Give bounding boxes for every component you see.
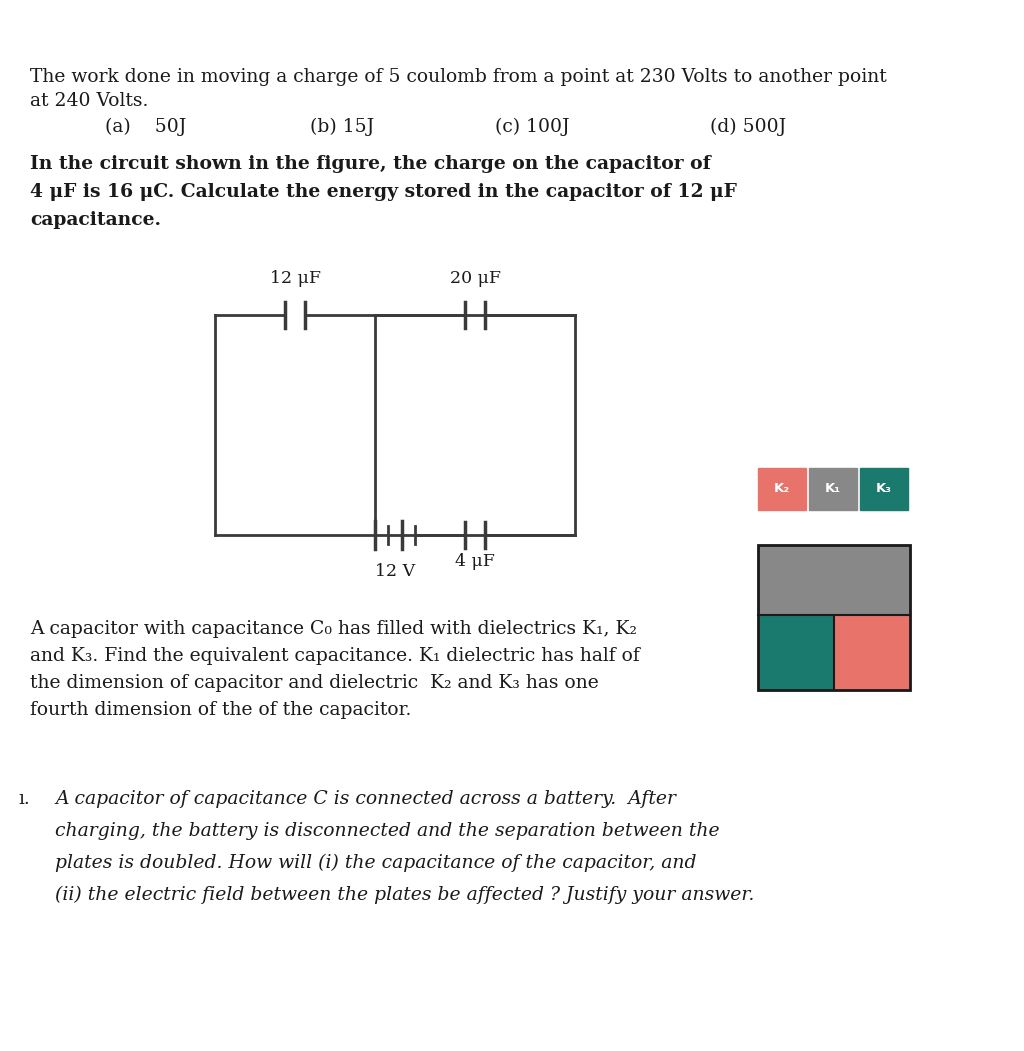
Text: 20 μF: 20 μF bbox=[450, 270, 501, 287]
Bar bbox=[834, 615, 910, 691]
Text: A capacitor of capacitance C is connected across a battery.  After: A capacitor of capacitance C is connecte… bbox=[55, 790, 676, 808]
Bar bbox=[809, 468, 857, 510]
Text: 4 μF is 16 μC. Calculate the energy stored in the capacitor of 12 μF: 4 μF is 16 μC. Calculate the energy stor… bbox=[30, 183, 737, 201]
Text: 12 V: 12 V bbox=[375, 563, 415, 580]
Text: the dimension of capacitor and dielectric  K₂ and K₃ has one: the dimension of capacitor and dielectri… bbox=[30, 674, 599, 692]
Text: K₂: K₂ bbox=[774, 482, 791, 495]
Text: The work done in moving a charge of 5 coulomb from a point at 230 Volts to anoth: The work done in moving a charge of 5 co… bbox=[30, 68, 887, 86]
Text: (c) 100J: (c) 100J bbox=[495, 118, 569, 137]
Text: 12 μF: 12 μF bbox=[270, 270, 321, 287]
Bar bbox=[758, 615, 834, 691]
Text: (ii) the electric field between the plates be affected ? Justify your answer.: (ii) the electric field between the plat… bbox=[55, 886, 755, 904]
Text: plates is doubled. How will (i) the capacitance of the capacitor, and: plates is doubled. How will (i) the capa… bbox=[55, 854, 696, 872]
Text: K₃: K₃ bbox=[876, 482, 892, 495]
Bar bbox=[758, 468, 806, 510]
Text: charging, the battery is disconnected and the separation between the: charging, the battery is disconnected an… bbox=[55, 822, 720, 840]
Text: (d) 500J: (d) 500J bbox=[710, 118, 786, 137]
Text: (b) 15J: (b) 15J bbox=[310, 118, 374, 137]
Text: at 240 Volts.: at 240 Volts. bbox=[30, 92, 148, 110]
Text: A capacitor with capacitance C₀ has filled with dielectrics K₁, K₂: A capacitor with capacitance C₀ has fill… bbox=[30, 620, 637, 638]
Text: ı.: ı. bbox=[18, 790, 30, 808]
Text: and K₃. Find the equivalent capacitance. K₁ dielectric has half of: and K₃. Find the equivalent capacitance.… bbox=[30, 647, 640, 665]
Bar bbox=[758, 545, 910, 615]
Text: 4 μF: 4 μF bbox=[455, 553, 495, 570]
Text: K₁: K₁ bbox=[825, 482, 841, 495]
Text: (a)    50J: (a) 50J bbox=[105, 118, 186, 137]
Text: In the circuit shown in the figure, the charge on the capacitor of: In the circuit shown in the figure, the … bbox=[30, 154, 711, 173]
Text: fourth dimension of the of the capacitor.: fourth dimension of the of the capacitor… bbox=[30, 701, 412, 719]
Bar bbox=[758, 545, 910, 691]
Bar bbox=[860, 468, 908, 510]
Text: capacitance.: capacitance. bbox=[30, 211, 161, 229]
